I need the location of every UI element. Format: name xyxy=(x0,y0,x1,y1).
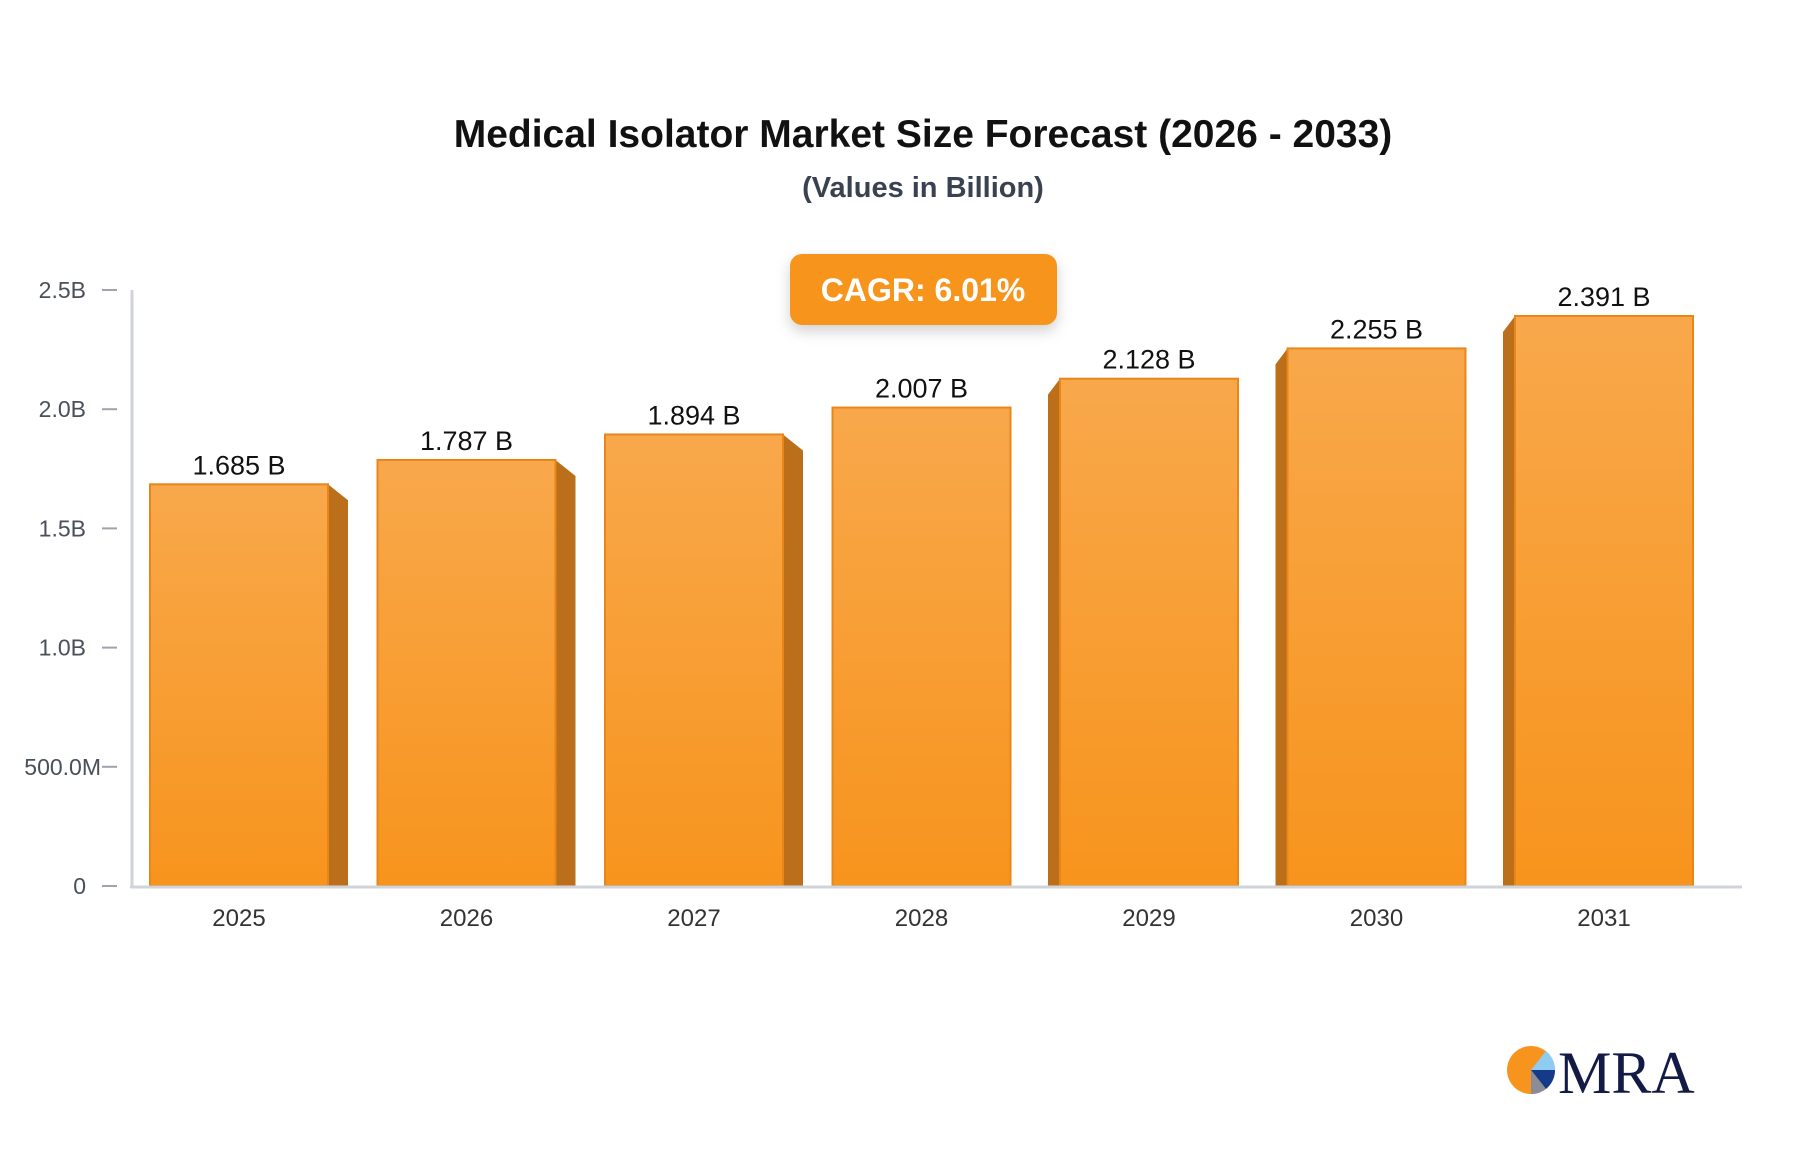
bar-side xyxy=(1275,348,1288,887)
bar xyxy=(1286,347,1467,887)
bar-side xyxy=(328,484,348,886)
x-tick-label: 2029 xyxy=(1122,905,1175,932)
bar xyxy=(1059,377,1239,887)
bars: 1.685 B 2025 1.787 B 2026 1.894 B 2027 2.007 B… xyxy=(149,282,1694,932)
bar-group: 1.685 B 2025 xyxy=(149,450,348,932)
x-tick-label: 2027 xyxy=(667,905,720,932)
bar-side xyxy=(1503,315,1515,886)
bar xyxy=(1514,314,1694,887)
data-label: 2.391 B xyxy=(1557,282,1650,312)
chart-title: Medical Isolator Market Size Forecast (2… xyxy=(454,113,1393,156)
x-tick-label: 2026 xyxy=(440,905,493,932)
x-tick-label: 2028 xyxy=(895,905,948,932)
y-tick-label: 2.0B xyxy=(39,396,86,422)
bar-side xyxy=(555,459,576,886)
bar-group: 2.007 B 2028 xyxy=(831,374,1012,932)
chart-subtitle: (Values in Billion) xyxy=(802,172,1044,204)
logo-text: MRA xyxy=(1558,1040,1695,1106)
bar-side xyxy=(783,434,803,886)
x-tick-label: 2031 xyxy=(1577,905,1630,932)
bar-group: 2.391 B 2031 xyxy=(1503,282,1694,932)
bar xyxy=(604,433,784,887)
data-label: 1.685 B xyxy=(192,450,285,480)
y-tick-label: 1.0B xyxy=(39,635,86,661)
mra-logo: MRA xyxy=(1507,1040,1695,1106)
x-tick-label: 2030 xyxy=(1350,905,1403,932)
y-tick-label: 500.0M xyxy=(24,754,101,780)
data-label: 1.787 B xyxy=(420,426,513,456)
y-tick-label: 2.5B xyxy=(39,277,86,303)
cagr-text: CAGR: 6.01% xyxy=(821,272,1026,308)
y-tick-label: 0 xyxy=(73,873,86,899)
bar-group: 2.255 B 2030 xyxy=(1275,314,1467,932)
data-label: 2.255 B xyxy=(1330,314,1423,344)
bar-group: 2.128 B 2029 xyxy=(1048,345,1239,932)
bar xyxy=(831,406,1012,887)
data-label: 1.894 B xyxy=(647,400,740,430)
data-label: 2.128 B xyxy=(1102,345,1195,375)
bar-group: 1.894 B 2027 xyxy=(604,400,803,932)
bar xyxy=(149,483,329,887)
y-axis: 0 500.0M 1.0B 1.5B 2.0B 2.5B xyxy=(24,277,117,899)
y-tick-label: 1.5B xyxy=(39,515,86,541)
cagr-badge-bg xyxy=(790,254,1057,325)
bar-group: 1.787 B 2026 xyxy=(376,426,576,932)
x-tick-label: 2025 xyxy=(212,905,265,932)
bar-side xyxy=(1048,378,1060,886)
cagr-badge: CAGR: 6.01% xyxy=(790,254,1057,325)
data-label: 2.007 B xyxy=(875,374,968,404)
bar xyxy=(376,458,557,887)
